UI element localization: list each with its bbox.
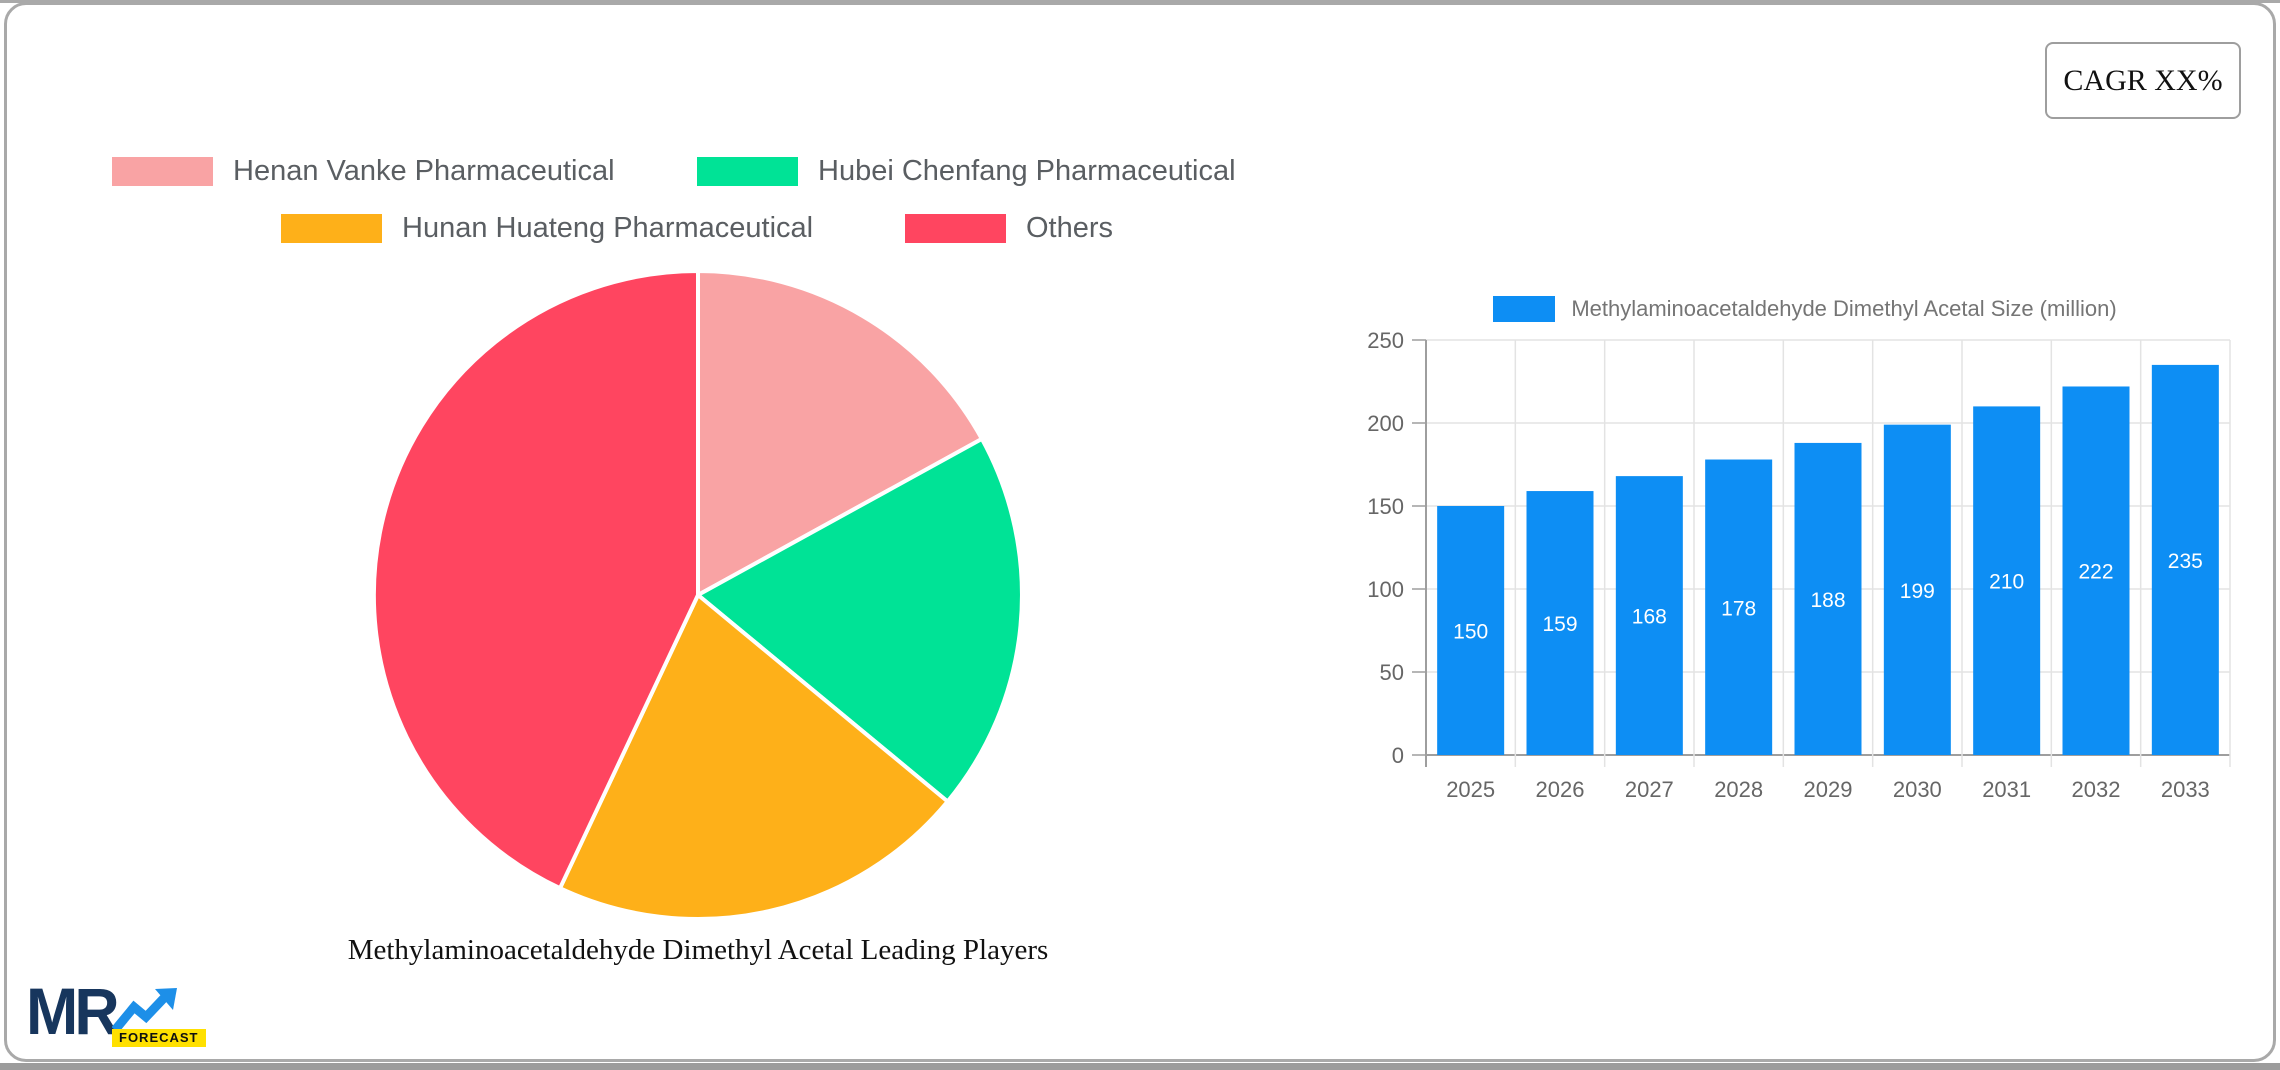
cagr-label: CAGR XX%	[2063, 63, 2223, 97]
legend-swatch-green	[697, 157, 798, 186]
cagr-badge: CAGR XX%	[2045, 42, 2241, 119]
bar-value-label: 188	[1810, 589, 1845, 612]
logo-forecast-badge: FORECAST	[112, 1029, 206, 1047]
pie-slice-hunan-huateng-pharmaceutical	[558, 593, 950, 921]
pie-chart	[371, 269, 1024, 921]
pie-slice-others	[371, 269, 700, 891]
pie-legend-item-hubei-chenfang[interactable]: Hubei Chenfang Pharmaceutical	[697, 155, 1236, 188]
x-axis-label-2032: 2032	[2072, 777, 2121, 802]
legend-label: Hubei Chenfang Pharmaceutical	[818, 155, 1236, 187]
x-axis-label-2028: 2028	[1714, 777, 1763, 802]
svg-text:250: 250	[1367, 330, 1404, 353]
bar-2027	[1615, 476, 1683, 755]
bar-2026	[1526, 491, 1594, 755]
bar-2032	[2062, 386, 2130, 755]
bar-legend[interactable]: Methylaminoacetaldehyde Dimethyl Acetal …	[1340, 292, 2270, 326]
legend-swatch-orange	[281, 214, 382, 243]
mr-forecast-logo: MR FORECAST	[26, 978, 206, 1050]
bar-value-label: 235	[2168, 550, 2203, 573]
logo-mr-text: MR	[26, 974, 120, 1048]
bar-2031	[1973, 406, 2041, 755]
x-axis-label-2026: 2026	[1536, 777, 1585, 802]
legend-swatch-blue	[1493, 296, 1556, 322]
bar-2030	[1883, 424, 1951, 755]
pie-slice-henan-vanke-pharmaceutical	[696, 269, 984, 597]
pie-legend-item-others[interactable]: Others	[905, 212, 1113, 245]
trend-arrow-icon	[112, 988, 177, 1033]
x-axis-label-2030: 2030	[1893, 777, 1942, 802]
legend-swatch-pink	[112, 157, 213, 186]
bar-2025	[1437, 506, 1505, 755]
svg-text:0: 0	[1392, 743, 1404, 768]
legend-label: Henan Vanke Pharmaceutical	[233, 155, 615, 187]
bar-value-label: 178	[1721, 597, 1756, 620]
bar-chart: 0 50 100 150 200 250 150 2025 159 2026 168 2027 178 2…	[1367, 330, 2231, 802]
bar-2029	[1794, 442, 1862, 755]
svg-text:100: 100	[1367, 577, 1404, 602]
bar-2028	[1705, 459, 1773, 755]
x-axis-label-2025: 2025	[1446, 777, 1495, 802]
legend-swatch-red	[905, 214, 1006, 243]
bar-value-label: 210	[1989, 571, 2024, 594]
window-top-edge	[0, 0, 2280, 3]
bar-value-label: 222	[2078, 561, 2113, 584]
bar-legend-label: Methylaminoacetaldehyde Dimethyl Acetal …	[1571, 296, 2117, 321]
bar-value-label: 159	[1542, 613, 1577, 636]
legend-label: Hunan Huateng Pharmaceutical	[402, 212, 814, 244]
bar-value-label: 168	[1632, 606, 1667, 629]
bar-value-label: 150	[1453, 621, 1488, 644]
legend-label: Others	[1026, 212, 1114, 244]
x-axis-label-2027: 2027	[1625, 777, 1674, 802]
pie-slice-hubei-chenfang-pharmaceutical	[696, 436, 1024, 804]
pie-chart-title: Methylaminoacetaldehyde Dimethyl Acetal …	[347, 934, 1049, 966]
bar-2033	[2151, 364, 2219, 755]
x-axis-label-2031: 2031	[1982, 777, 2031, 802]
window-bottom-edge	[0, 1063, 2280, 1070]
x-axis-label-2033: 2033	[2161, 777, 2210, 802]
svg-text:200: 200	[1367, 411, 1404, 436]
x-axis-label-2029: 2029	[1804, 777, 1853, 802]
pie-legend-item-hunan-huateng[interactable]: Hunan Huateng Pharmaceutical	[281, 212, 813, 245]
svg-text:150: 150	[1367, 494, 1404, 519]
pie-legend-item-henan-vanke[interactable]: Henan Vanke Pharmaceutical	[112, 155, 615, 188]
svg-text:50: 50	[1380, 660, 1404, 685]
bar-value-label: 199	[1900, 580, 1935, 603]
